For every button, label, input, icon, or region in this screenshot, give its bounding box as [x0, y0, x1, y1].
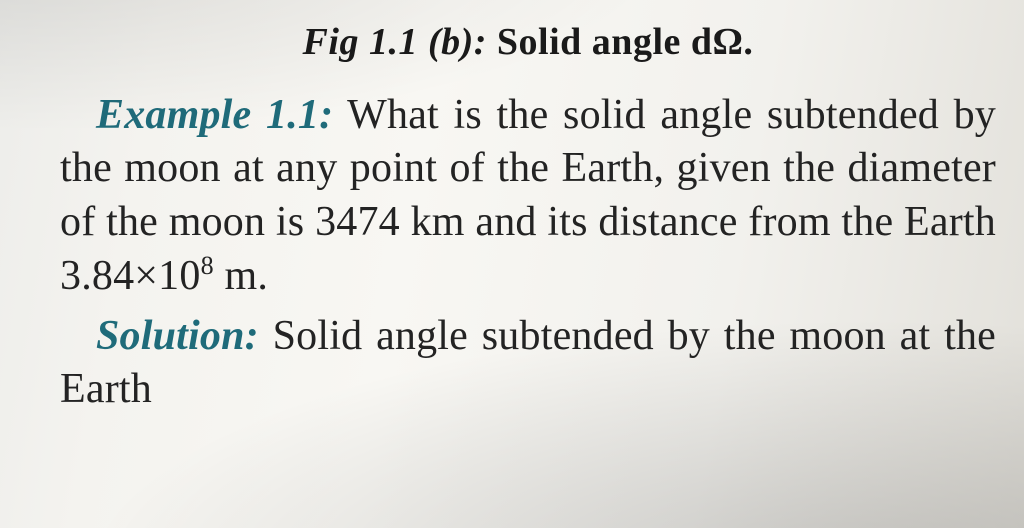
body-text: Example 1.1: What is the solid angle sub…	[60, 89, 996, 418]
solution-label: Solution:	[96, 313, 259, 359]
figure-caption: Fig 1.1 (b): Solid angle dΩ.	[60, 18, 996, 67]
page-content: Fig 1.1 (b): Solid angle dΩ. Example 1.1…	[0, 0, 1024, 417]
earth-distance-unit: m.	[214, 253, 268, 299]
figure-caption-text: Solid angle dΩ.	[497, 21, 754, 63]
example-paragraph: Example 1.1: What is the solid angle sub…	[60, 89, 996, 304]
example-question-part2: and its distance from the Earth	[465, 199, 996, 245]
figure-caption-label: Fig 1.1 (b):	[303, 21, 487, 63]
moon-diameter-value: 3474 km	[315, 199, 465, 245]
example-label: Example 1.1:	[96, 92, 333, 138]
solution-paragraph: Solution: Solid angle subtended by the m…	[60, 310, 996, 418]
earth-distance-exp: 8	[201, 251, 214, 280]
earth-distance-coeff: 3.84×10	[60, 253, 201, 299]
